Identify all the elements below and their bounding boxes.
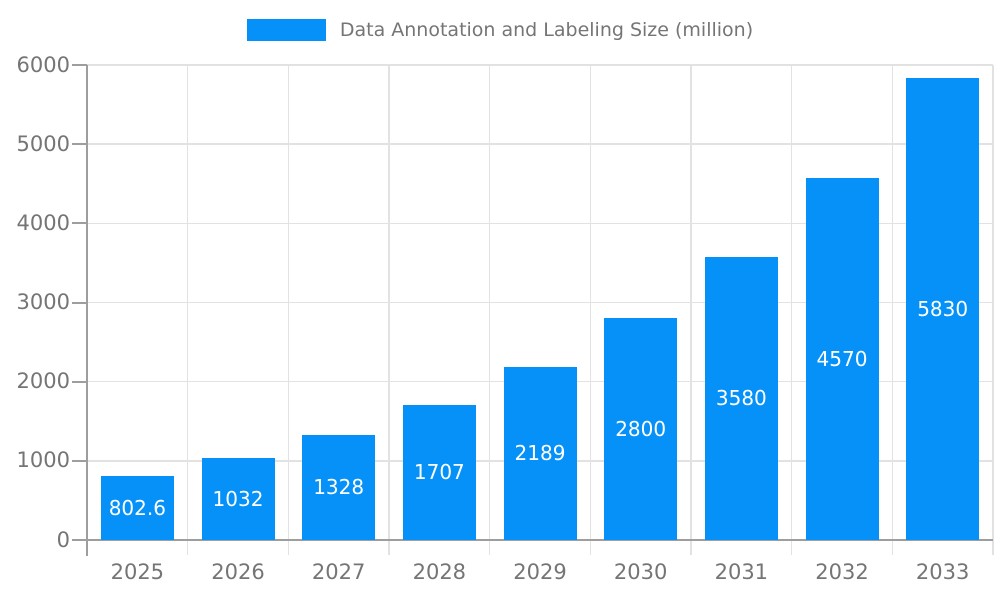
x-axis-label: 2026 xyxy=(211,560,265,584)
y-tick-mark xyxy=(72,143,87,146)
y-gridline xyxy=(87,222,993,225)
y-axis-label: 5000 xyxy=(16,131,70,156)
x-axis-label: 2025 xyxy=(110,560,165,584)
y-axis-label: 3000 xyxy=(16,290,70,314)
x-axis-label: 2032 xyxy=(815,560,869,584)
bar-value-label: 1707 xyxy=(413,460,465,485)
bar[interactable]: 1032 xyxy=(201,458,275,540)
x-tick-mark xyxy=(287,540,290,555)
y-tick-mark xyxy=(72,459,87,462)
x-gridline xyxy=(589,65,592,540)
bar-value-label: 5830 xyxy=(917,297,969,322)
x-axis-label: 2030 xyxy=(613,560,668,584)
x-gridline xyxy=(891,65,894,540)
bar[interactable]: 2189 xyxy=(503,366,577,540)
bar-value-label: 1328 xyxy=(313,475,365,500)
bar[interactable]: 2800 xyxy=(604,318,678,540)
y-axis-label: 2000 xyxy=(16,369,70,394)
bar[interactable]: 802.6 xyxy=(100,476,174,540)
bar[interactable]: 1707 xyxy=(402,404,476,540)
x-tick-mark xyxy=(992,540,994,555)
y-gridline xyxy=(87,143,993,145)
x-tick-mark xyxy=(589,540,592,555)
x-gridline xyxy=(488,65,491,540)
y-axis-label: 4000 xyxy=(16,210,70,235)
bar-value-label: 2189 xyxy=(514,441,566,466)
bar-value-label: 802.6 xyxy=(108,496,166,521)
y-gridline xyxy=(87,301,993,304)
legend-label: Data Annotation and Labeling Size (milli… xyxy=(339,19,754,41)
y-tick-mark xyxy=(72,539,87,541)
x-tick-mark xyxy=(186,540,189,555)
bar[interactable]: 4570 xyxy=(805,178,879,540)
x-gridline xyxy=(690,65,692,540)
x-gridline xyxy=(287,65,290,540)
y-axis-label: 6000 xyxy=(16,52,70,77)
bar[interactable]: 3580 xyxy=(704,256,778,540)
x-gridline xyxy=(790,65,793,540)
x-tick-mark xyxy=(891,540,894,555)
y-tick-mark xyxy=(72,222,87,225)
x-axis-line xyxy=(86,539,993,541)
x-gridline xyxy=(992,65,994,540)
x-axis-label: 2033 xyxy=(915,560,970,584)
x-gridline xyxy=(186,65,189,540)
y-tick-mark xyxy=(72,380,87,383)
y-tick-mark xyxy=(72,64,87,66)
x-tick-mark xyxy=(488,540,491,555)
bar-value-label: 4570 xyxy=(816,347,868,372)
x-tick-mark xyxy=(690,540,692,555)
legend-swatch-icon xyxy=(246,19,326,41)
legend[interactable]: Data Annotation and Labeling Size (milli… xyxy=(0,19,1000,41)
plot-area: 0 1000 2000 3000 4000 5000 6000 802.6 1032 1328 17… xyxy=(17,53,994,584)
y-axis-label: 1000 xyxy=(16,448,70,473)
bar[interactable]: 5830 xyxy=(906,78,980,540)
y-axis-line xyxy=(86,65,88,556)
bar-value-label: 3580 xyxy=(715,386,767,411)
bar-value-label: 1032 xyxy=(212,487,264,512)
bar-value-label: 2800 xyxy=(615,417,667,442)
x-tick-mark xyxy=(388,540,390,555)
x-axis-label: 2029 xyxy=(513,560,567,584)
x-axis-label: 2031 xyxy=(714,560,769,584)
y-axis-label: 0 xyxy=(56,527,70,552)
y-tick-mark xyxy=(72,301,87,304)
y-gridline xyxy=(87,64,993,66)
bar[interactable]: 1328 xyxy=(302,434,376,540)
x-axis-label: 2028 xyxy=(412,560,467,584)
x-tick-mark xyxy=(790,540,793,555)
x-gridline xyxy=(388,65,390,540)
x-axis-label: 2027 xyxy=(311,560,366,584)
